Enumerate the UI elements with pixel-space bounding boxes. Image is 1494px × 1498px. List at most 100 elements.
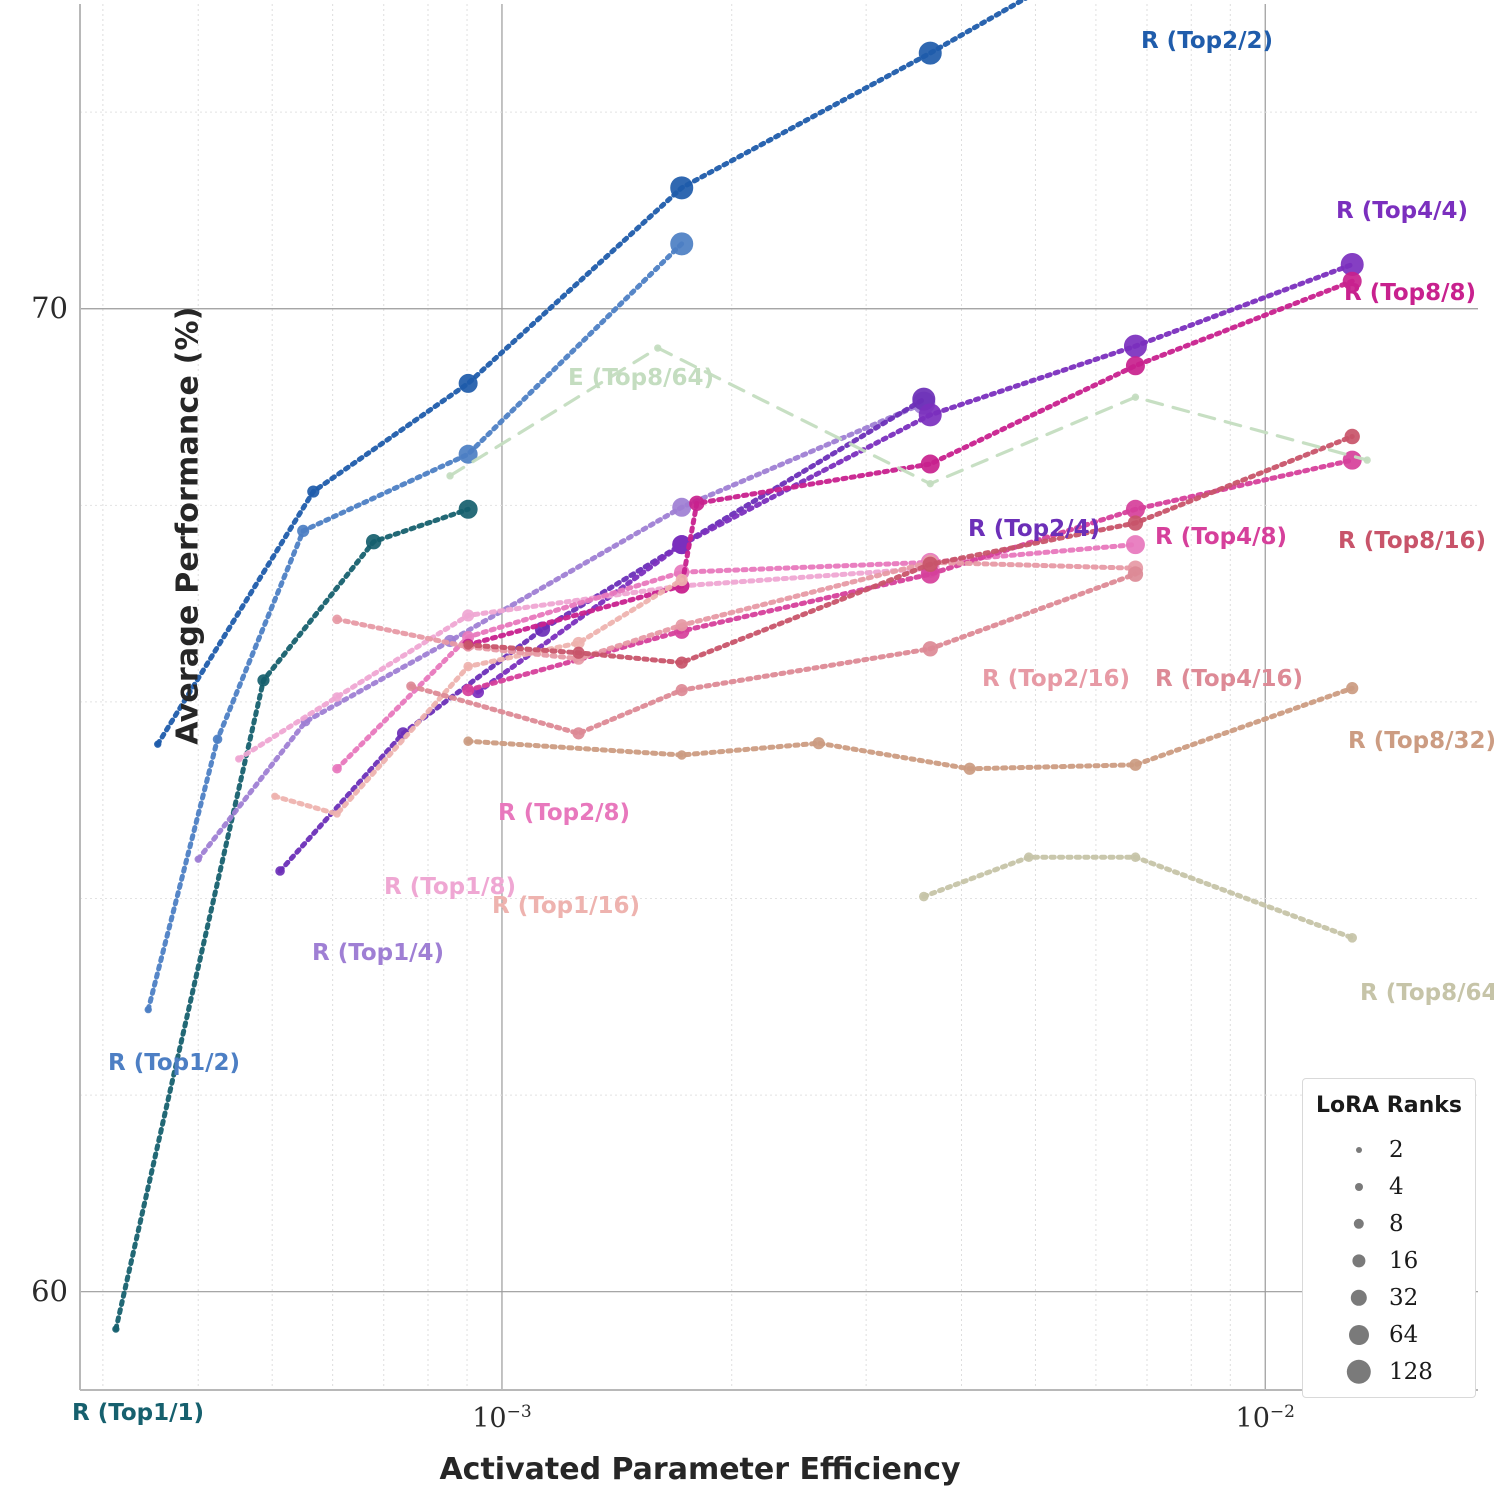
- data-point: [963, 762, 976, 775]
- data-point: [1123, 334, 1147, 358]
- data-point: [670, 232, 694, 256]
- data-point: [1346, 682, 1359, 695]
- data-point: [332, 692, 342, 702]
- series-label: R (Top2/2): [1140, 28, 1274, 54]
- data-point: [675, 684, 688, 697]
- data-point: [572, 646, 585, 659]
- data-point: [275, 866, 285, 876]
- series-r-top8-32-: [463, 682, 1359, 775]
- data-point: [919, 891, 929, 902]
- data-point: [332, 614, 342, 625]
- data-point: [675, 573, 688, 587]
- data-point: [257, 674, 270, 687]
- data-point: [675, 619, 688, 632]
- legend-marker-icon: [1350, 1289, 1368, 1307]
- data-point: [675, 656, 688, 669]
- data-point: [672, 497, 692, 517]
- series-label: R (Top2/4): [968, 516, 1101, 542]
- legend-entry: 32: [1303, 1283, 1475, 1313]
- legend-marker-icon: [1353, 1218, 1365, 1230]
- legend-entry-label: 64: [1389, 1322, 1419, 1348]
- series-label: R (Top4/16): [1155, 666, 1304, 692]
- series-label: R (Top8/8): [1344, 280, 1477, 306]
- data-point: [1125, 356, 1145, 376]
- data-point: [458, 444, 478, 464]
- legend-entry: 16: [1303, 1246, 1475, 1276]
- series-r-top2-2-: [154, 0, 1028, 748]
- data-point: [271, 792, 279, 800]
- data-point: [1127, 566, 1144, 582]
- data-point: [1127, 515, 1144, 531]
- data-point: [446, 472, 454, 480]
- series-label: R (Top2/8): [498, 800, 631, 826]
- data-point: [458, 499, 478, 519]
- data-point: [812, 737, 825, 750]
- series-r-top4-16-: [406, 566, 1144, 740]
- data-point: [926, 479, 934, 488]
- legend-title: LoRA Ranks: [1316, 1093, 1462, 1118]
- data-point: [144, 1005, 152, 1014]
- x-axis-title: Activated Parameter Efficiency: [439, 1452, 961, 1487]
- data-point: [235, 755, 243, 763]
- data-point: [1363, 456, 1371, 464]
- data-point: [1130, 852, 1141, 863]
- legend-marker-icon: [1356, 1147, 1362, 1153]
- data-point: [1347, 933, 1358, 943]
- data-point: [1023, 852, 1034, 863]
- legend-entry: 2: [1303, 1135, 1475, 1165]
- data-point: [654, 344, 662, 352]
- series-r-top8-64-: [919, 852, 1358, 943]
- legend-entry: 64: [1303, 1320, 1475, 1350]
- legend-entry: 8: [1303, 1209, 1475, 1239]
- series-label: R (Top8/16): [1338, 528, 1487, 554]
- axes-layer: [79, 4, 1478, 1391]
- series-layer: [112, 0, 1371, 1333]
- series-r-top1-8-: [235, 558, 940, 763]
- data-point: [1129, 758, 1142, 771]
- series-label: R (Top8/32): [1348, 728, 1494, 754]
- data-point: [297, 524, 310, 537]
- data-point: [922, 641, 938, 657]
- series-r-top1-2-: [144, 232, 694, 1014]
- legend-entry-label: 4: [1389, 1174, 1404, 1200]
- series-label: E (Top8/64): [568, 365, 715, 391]
- data-point: [307, 485, 320, 498]
- data-point: [212, 734, 223, 745]
- data-point: [1125, 535, 1145, 555]
- legend-entry-label: 16: [1389, 1248, 1419, 1274]
- data-point: [572, 727, 585, 740]
- data-point: [918, 41, 942, 65]
- data-point: [458, 373, 478, 393]
- data-point: [332, 763, 342, 774]
- y-tick-label: 70: [31, 290, 68, 325]
- legend-marker-icon: [1355, 1183, 1363, 1191]
- series-label: R (Top4/4): [1336, 198, 1469, 224]
- x-tick-label: 10−3: [472, 1402, 532, 1434]
- series-r-top1-16-: [271, 573, 688, 818]
- data-point: [462, 609, 475, 622]
- legend-entry-label: 2: [1389, 1137, 1404, 1163]
- grid-layer: [80, 4, 1478, 1390]
- data-point: [670, 176, 694, 200]
- series-label: R (Top1/1): [72, 1400, 205, 1426]
- series-label: R (Top1/16): [492, 893, 641, 919]
- series-e-top8-64-: [446, 344, 1371, 488]
- data-point: [462, 684, 475, 697]
- data-point: [463, 661, 473, 672]
- series-label: R (Top8/64): [1360, 980, 1494, 1006]
- series-label: R (Top1/8): [384, 874, 517, 900]
- data-point: [1131, 393, 1140, 401]
- legend-marker-icon: [1346, 1359, 1372, 1385]
- data-point: [463, 736, 473, 747]
- data-point: [918, 403, 942, 427]
- series-label: R (Top1/4): [312, 940, 445, 966]
- data-point: [922, 556, 938, 572]
- data-point: [689, 495, 705, 512]
- data-point: [112, 1325, 120, 1333]
- y-axis-title: Average Performance (%): [170, 306, 206, 745]
- data-point: [406, 681, 416, 691]
- x-tick-label: 10−2: [1235, 1402, 1295, 1434]
- series-label: R (Top2/16): [982, 666, 1131, 692]
